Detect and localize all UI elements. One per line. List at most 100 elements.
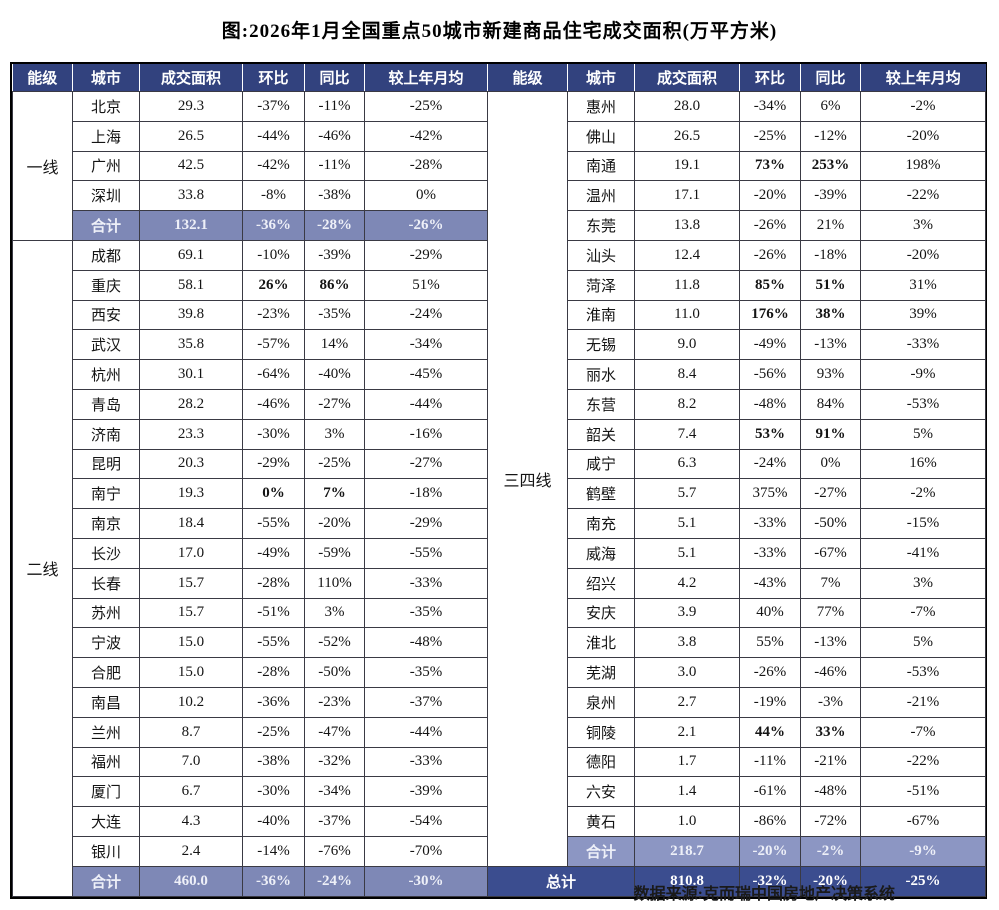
- city-cell: 黄石: [567, 806, 635, 837]
- yoy-cell: 3%: [304, 597, 365, 629]
- vs-avg-cell: -53%: [860, 657, 986, 688]
- column-header-tier: 能级: [487, 64, 568, 92]
- vs-avg-cell: -7%: [860, 716, 986, 748]
- yoy-cell: -32%: [304, 746, 365, 778]
- mom-cell: -28%: [242, 567, 305, 599]
- mom-cell: 55%: [739, 627, 801, 659]
- city-cell: 安庆: [567, 597, 635, 629]
- grand-total-label-cell: 总计: [487, 865, 635, 897]
- area-cell: 10.2: [139, 686, 243, 718]
- mom-cell: -55%: [242, 508, 305, 539]
- mom-cell: -28%: [242, 657, 305, 688]
- mom-cell: -42%: [242, 150, 305, 182]
- table-row: 兰州 8.7 -25% -47% -44% 铜陵 2.1 44% 33% -7%: [13, 716, 986, 748]
- column-header-city: 城市: [567, 64, 635, 92]
- area-cell: 6.3: [634, 448, 740, 480]
- column-header-vs-avg: 较上年月均: [364, 64, 488, 92]
- vs-avg-cell: -22%: [860, 746, 986, 778]
- yoy-cell: -34%: [304, 776, 365, 808]
- table-row: 西安 39.8 -23% -35% -24% 淮南 11.0 176% 38% 39%: [13, 299, 986, 331]
- area-cell: 8.2: [634, 388, 740, 420]
- vs-avg-cell: -20%: [860, 239, 986, 271]
- area-cell: 132.1: [139, 210, 243, 241]
- city-cell: 淮南: [567, 299, 635, 331]
- area-cell: 5.1: [634, 537, 740, 569]
- yoy-cell: -46%: [304, 120, 365, 152]
- table-body: 一线 北京 29.3 -37% -11% -25% 三四线 惠州 28.0 -34% 6% -2% 上海…: [12, 91, 986, 897]
- vs-avg-cell: -29%: [364, 239, 488, 271]
- mom-cell: -36%: [242, 686, 305, 718]
- yoy-cell: 91%: [800, 418, 861, 450]
- area-cell: 5.1: [634, 508, 740, 539]
- area-cell: 460.0: [139, 865, 243, 897]
- area-cell: 1.7: [634, 746, 740, 778]
- area-cell: 218.7: [634, 835, 740, 867]
- vs-avg-cell: 3%: [860, 567, 986, 599]
- report-title: 图:2026年1月全国重点50城市新建商品住宅成交面积(万平方米): [221, 21, 778, 42]
- vs-avg-cell: -35%: [364, 657, 488, 688]
- mom-cell: -14%: [242, 835, 305, 867]
- data-source: 数据来源:克而瑞中国房地产决策系统: [633, 886, 895, 903]
- vs-avg-cell: -33%: [364, 567, 488, 599]
- yoy-cell: -20%: [800, 865, 861, 897]
- yoy-cell: -13%: [800, 627, 861, 659]
- yoy-cell: -46%: [800, 657, 861, 688]
- column-header-area: 成交面积: [139, 64, 243, 92]
- city-cell: 南京: [72, 508, 140, 539]
- area-cell: 33.8: [139, 180, 243, 212]
- vs-avg-cell: 5%: [860, 627, 986, 659]
- table-row: 昆明 20.3 -29% -25% -27% 咸宁 6.3 -24% 0% 16%: [13, 448, 986, 480]
- mom-cell: -36%: [242, 210, 305, 241]
- mom-cell: -29%: [242, 448, 305, 480]
- city-cell: 青岛: [72, 388, 140, 420]
- city-cell: 济南: [72, 418, 140, 450]
- table-header: 能级 城市 成交面积 环比 同比 较上年月均 能级 城市 成交面积 环比 同比 较上年月均: [12, 64, 986, 92]
- mom-cell: 26%: [242, 269, 305, 301]
- table-row: 杭州 30.1 -64% -40% -45% 丽水 8.4 -56% 93% -9%: [13, 359, 986, 390]
- mom-cell: -30%: [242, 418, 305, 450]
- mom-cell: -33%: [739, 537, 801, 569]
- vs-avg-cell: -42%: [364, 120, 488, 152]
- city-cell: 东营: [567, 388, 635, 420]
- yoy-cell: 33%: [800, 716, 861, 748]
- vs-avg-cell: -29%: [364, 508, 488, 539]
- city-cell: 绍兴: [567, 567, 635, 599]
- yoy-cell: -25%: [304, 448, 365, 480]
- table-row: 大连 4.3 -40% -37% -54% 黄石 1.0 -86% -72% -67%: [13, 806, 986, 837]
- yoy-cell: 110%: [304, 567, 365, 599]
- yoy-cell: -76%: [304, 835, 365, 867]
- yoy-cell: -20%: [304, 508, 365, 539]
- mom-cell: 375%: [739, 478, 801, 510]
- vs-avg-cell: -30%: [364, 865, 488, 897]
- area-cell: 12.4: [634, 239, 740, 271]
- vs-avg-cell: -70%: [364, 835, 488, 867]
- table-row: 南京 18.4 -55% -20% -29% 南充 5.1 -33% -50% -15%: [13, 508, 986, 539]
- city-cell: 六安: [567, 776, 635, 808]
- yoy-cell: 7%: [304, 478, 365, 510]
- city-cell: 泉州: [567, 686, 635, 718]
- area-cell: 1.0: [634, 806, 740, 837]
- vs-avg-cell: -44%: [364, 388, 488, 420]
- yoy-cell: 14%: [304, 329, 365, 361]
- mom-cell: -55%: [242, 627, 305, 659]
- city-cell: 南充: [567, 508, 635, 539]
- area-cell: 39.8: [139, 299, 243, 331]
- yoy-cell: 3%: [304, 418, 365, 450]
- vs-avg-cell: -15%: [860, 508, 986, 539]
- city-cell: 兰州: [72, 716, 140, 748]
- mom-cell: -32%: [739, 865, 801, 897]
- mom-cell: -37%: [242, 91, 305, 122]
- table-row: 合计 132.1 -36% -28% -26% 东莞 13.8 -26% 21% 3%: [13, 210, 986, 241]
- table-row: 福州 7.0 -38% -32% -33% 德阳 1.7 -11% -21% -22%: [13, 746, 986, 778]
- city-cell: 芜湖: [567, 657, 635, 688]
- table-row: 苏州 15.7 -51% 3% -35% 安庆 3.9 40% 77% -7%: [13, 597, 986, 629]
- vs-avg-cell: -48%: [364, 627, 488, 659]
- vs-avg-cell: 5%: [860, 418, 986, 450]
- yoy-cell: 77%: [800, 597, 861, 629]
- yoy-cell: -13%: [800, 329, 861, 361]
- mom-cell: 85%: [739, 269, 801, 301]
- city-cell: 汕头: [567, 239, 635, 271]
- vs-avg-cell: 0%: [364, 180, 488, 212]
- table-row: 合肥 15.0 -28% -50% -35% 芜湖 3.0 -26% -46% -53%: [13, 657, 986, 688]
- mom-cell: -64%: [242, 359, 305, 390]
